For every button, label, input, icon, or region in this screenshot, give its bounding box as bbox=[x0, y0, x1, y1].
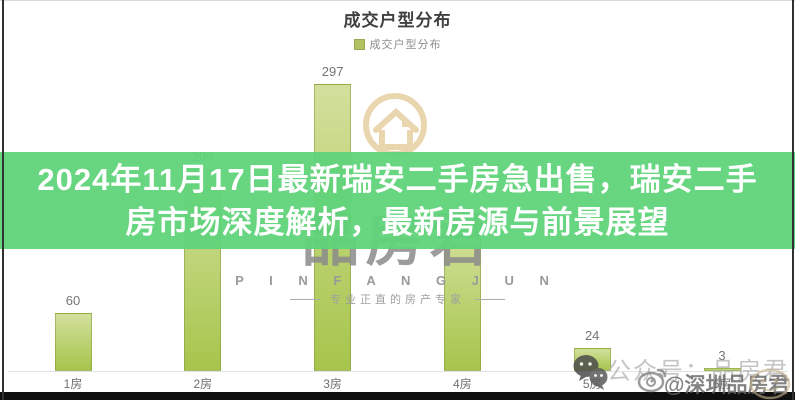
bar-value-label-6房: 3 bbox=[718, 348, 726, 363]
left-border bbox=[2, 0, 4, 400]
chart-legend[interactable]: 成交户型分布 bbox=[0, 36, 795, 52]
brand-pinyin-watermark: P I N F A N G J U N bbox=[235, 273, 560, 288]
official-account-watermark: 公众号：品房君 bbox=[607, 358, 789, 385]
brand-tagline-watermark: 专业正直的房产专家 bbox=[0, 291, 795, 307]
weibo-icon bbox=[637, 368, 667, 393]
house-logo-watermark-icon bbox=[363, 93, 427, 157]
right-border bbox=[792, 0, 794, 400]
bar-value-label-1房: 60 bbox=[65, 293, 81, 308]
headline-line-1: 2024年11月17日最新瑞安二手房急出售，瑞安二手 bbox=[37, 161, 758, 197]
category-label-1房: 1房 bbox=[63, 377, 83, 391]
top-border bbox=[0, 0, 795, 1]
bar-6房 bbox=[703, 368, 741, 371]
category-label-4房: 4房 bbox=[453, 377, 472, 391]
tagline-text: 专业正直的房产专家 bbox=[330, 294, 465, 306]
tagline-right-dash bbox=[475, 298, 505, 300]
wechat-icon bbox=[573, 355, 608, 390]
headline-line-2: 房市场深度解析，最新房源与前景展望 bbox=[125, 204, 670, 240]
bar-value-label-3房: 297 bbox=[321, 64, 344, 79]
face-doodle-icon bbox=[749, 368, 791, 400]
category-label-6房: 6房 bbox=[712, 377, 732, 391]
legend-swatch-icon bbox=[353, 38, 365, 50]
chart-title: 成交户型分布 bbox=[343, 11, 452, 30]
x-axis-line bbox=[8, 371, 788, 372]
category-label-3房: 3房 bbox=[323, 377, 342, 391]
bottom-black-bar bbox=[0, 392, 795, 400]
category-label-2房: 2房 bbox=[193, 377, 213, 391]
legend-label: 成交户型分布 bbox=[369, 39, 442, 51]
headline-banner: 2024年11月17日最新瑞安二手房急出售，瑞安二手 房市场深度解析，最新房源与… bbox=[0, 152, 795, 249]
tagline-left-dash bbox=[290, 298, 320, 300]
bar-1房 bbox=[54, 313, 92, 371]
bar-value-label-5房: 24 bbox=[584, 328, 600, 343]
weibo-handle-watermark: @深圳品房君 bbox=[664, 374, 790, 397]
